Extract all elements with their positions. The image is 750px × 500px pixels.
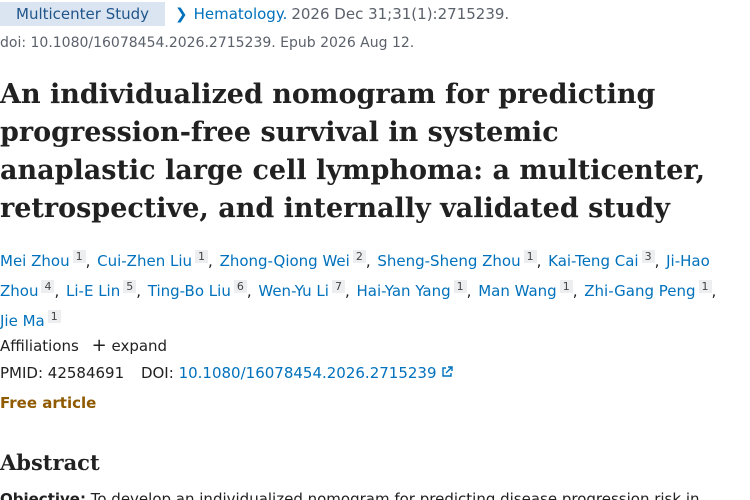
affiliations-label: Affiliations: [0, 337, 79, 355]
author-name[interactable]: Ting-Bo Liu: [147, 282, 231, 300]
affiliation-number[interactable]: 1: [453, 280, 467, 293]
separator: ,: [711, 282, 717, 300]
author: Sheng-Sheng Zhou 1: [377, 250, 537, 270]
separator: ,: [466, 282, 477, 300]
abstract-heading: Abstract: [0, 450, 100, 475]
affiliation-number[interactable]: 7: [331, 280, 345, 293]
affiliation-number[interactable]: 4: [41, 280, 55, 293]
separator: ,: [136, 282, 146, 300]
separator: ,: [654, 252, 665, 270]
separator: ,: [54, 282, 65, 300]
author-name[interactable]: Zhong-Qiong Wei: [219, 252, 350, 270]
doi-link[interactable]: 10.1080/16078454.2026.2715239: [179, 364, 454, 382]
separator: ,: [208, 252, 218, 270]
author-name[interactable]: Wen-Yu Li: [258, 282, 329, 300]
affiliation-number[interactable]: 6: [233, 280, 247, 293]
author: Hai-Yan Yang 1: [356, 280, 467, 300]
author: Cui-Zhen Liu 1: [97, 250, 209, 270]
author-name[interactable]: Ji-Hao Zhou: [0, 252, 710, 300]
author: Li-E Lin 5: [66, 280, 137, 300]
author: Ji-Hao Zhou 4: [0, 252, 710, 300]
author: Kai-Teng Cai 3: [548, 250, 655, 270]
separator: ,: [536, 252, 547, 270]
separator: ,: [85, 252, 96, 270]
affiliation-number[interactable]: 2: [352, 250, 366, 263]
expand-button[interactable]: + expand: [91, 335, 168, 356]
pmid: 42584691: [47, 364, 125, 382]
author-name[interactable]: Hai-Yan Yang: [356, 282, 451, 300]
affiliation-number[interactable]: 1: [72, 250, 86, 263]
author: Zhong-Qiong Wei 2: [219, 250, 366, 270]
author-name[interactable]: Li-E Lin: [66, 282, 121, 300]
author-name[interactable]: Mei Zhou: [0, 252, 70, 270]
chevron-icon: ❯: [175, 5, 188, 23]
author: Mei Zhou 1: [0, 250, 86, 270]
article-title: An individualized nomogram for predictin…: [0, 79, 706, 224]
identifiers: PMID: 42584691 DOI: 10.1080/16078454.202…: [0, 364, 453, 382]
affiliations: Affiliations + expand: [0, 335, 167, 356]
pmid-label: PMID:: [0, 364, 44, 382]
separator: ,: [246, 282, 257, 300]
author-name[interactable]: Man Wang: [478, 282, 557, 300]
citation: 2026 Dec 31;31(1):2715239.: [291, 5, 510, 23]
separator: ,: [365, 252, 376, 270]
free-article: Free article: [0, 394, 97, 412]
separator: ,: [344, 282, 355, 300]
affiliation-number[interactable]: 1: [523, 250, 537, 263]
affiliation-number[interactable]: 1: [698, 280, 712, 293]
publication-type: Multicenter Study: [0, 2, 166, 26]
author-name[interactable]: Zhi-Gang Peng: [584, 282, 696, 300]
author-name[interactable]: Sheng-Sheng Zhou: [377, 252, 521, 270]
author-name[interactable]: Jie Ma: [0, 312, 45, 330]
author-name[interactable]: Cui-Zhen Liu: [97, 252, 193, 270]
external-link-icon: [442, 366, 453, 377]
affiliation-number[interactable]: 5: [123, 280, 137, 293]
abstract-objective: Objective: To develop an individualized …: [0, 490, 700, 500]
doi-label: DOI:: [140, 364, 174, 382]
affiliation-number[interactable]: 1: [195, 250, 209, 263]
affiliation-number[interactable]: 1: [559, 280, 573, 293]
author: Ting-Bo Liu 6: [147, 280, 247, 300]
author: Zhi-Gang Peng 1: [584, 280, 712, 300]
author: Man Wang 1: [478, 280, 573, 300]
author: Jie Ma 1: [0, 310, 61, 330]
author-list: Mei Zhou 1, Cui-Zhen Liu 1, Zhong-Qiong We…: [0, 244, 730, 334]
expand-label: expand: [111, 337, 168, 355]
affiliation-number[interactable]: 1: [47, 310, 61, 323]
affiliation-number[interactable]: 3: [641, 250, 655, 263]
author-name[interactable]: Kai-Teng Cai: [548, 252, 639, 270]
journal-link[interactable]: Hematology.: [193, 5, 288, 23]
objective-text: To develop an individualized nomogram fo…: [90, 490, 700, 500]
author: Wen-Yu Li 7: [258, 280, 345, 300]
separator: ,: [572, 282, 583, 300]
objective-label: Objective:: [0, 490, 86, 500]
citation-header: Multicenter Study ❯ Hematology. 2026 Dec…: [0, 2, 509, 26]
doi-value: 10.1080/16078454.2026.2715239: [178, 364, 437, 382]
doi-line: doi: 10.1080/16078454.2026.2715239. Epub…: [0, 35, 415, 51]
